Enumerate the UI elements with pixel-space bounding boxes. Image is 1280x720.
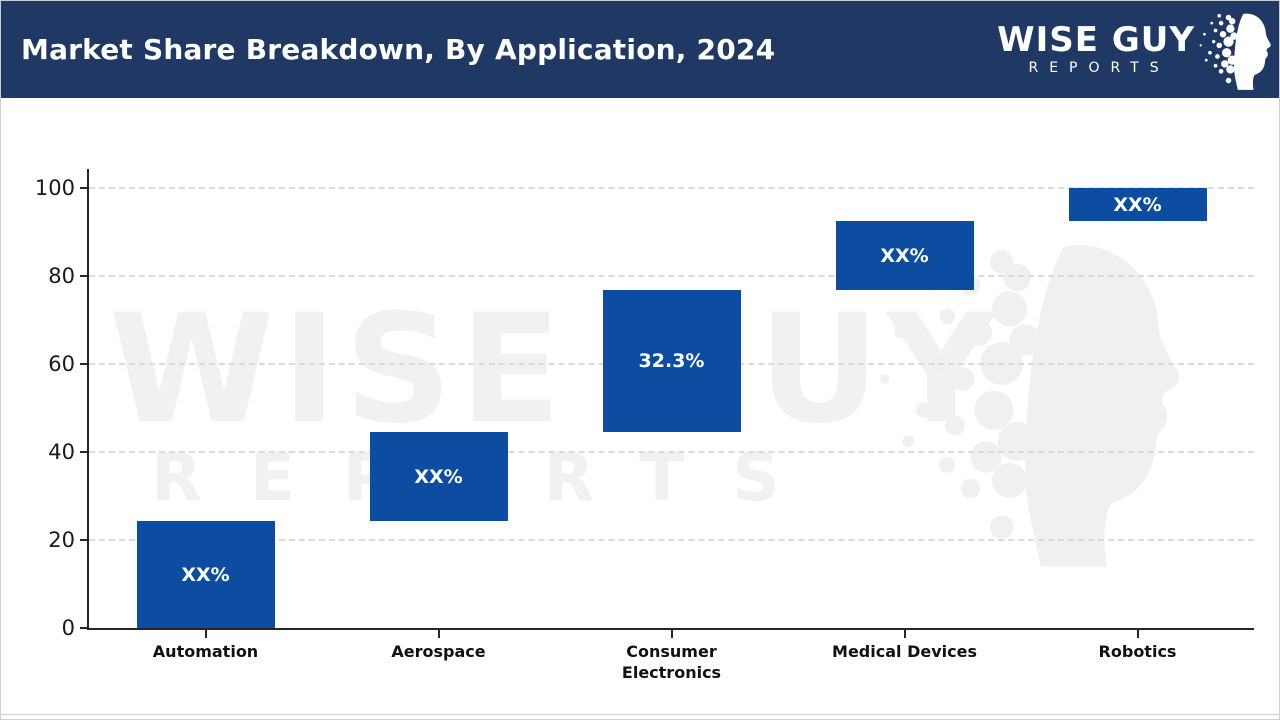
- gridline-80: [89, 275, 1254, 277]
- x-category-label: Automation: [152, 642, 259, 661]
- x-category-label: Aerospace: [391, 642, 486, 661]
- y-tick-label-20: 20: [48, 528, 75, 552]
- brand-head-icon: [1199, 13, 1271, 90]
- y-tick-mark-60: [80, 363, 88, 365]
- x-category-label: Robotics: [1098, 642, 1177, 661]
- brand-subtitle: REPORTS: [1028, 60, 1170, 76]
- x-tick-mark-0: [204, 630, 207, 638]
- bar-medical-devices: XX%: [835, 221, 974, 291]
- bar-value-label: XX%: [1113, 193, 1162, 216]
- y-tick-mark-80: [80, 275, 88, 277]
- x-tick-mark-3: [903, 630, 906, 638]
- brand-logo-text: WISE GUY REPORTS: [997, 23, 1195, 76]
- x-tick-mark-4: [1136, 630, 1139, 638]
- x-category-label: Consumer Electronics: [621, 642, 722, 682]
- brand-name: WISE GUY: [997, 20, 1195, 60]
- bar-automation: XX%: [136, 521, 275, 628]
- y-tick-mark-20: [80, 539, 88, 541]
- bar-aerospace: XX%: [369, 432, 508, 522]
- page-title: Market Share Breakdown, By Application, …: [21, 33, 776, 66]
- gridline-20: [89, 539, 1254, 541]
- y-tick-label-80: 80: [48, 264, 75, 288]
- bar-value-label: XX%: [880, 244, 929, 267]
- footer-divider: [1, 714, 1279, 715]
- y-tick-mark-0: [80, 627, 88, 629]
- gridline-40: [89, 451, 1254, 453]
- gridline-100: [89, 187, 1254, 189]
- y-axis-line: [87, 169, 89, 630]
- bar-value-label: XX%: [414, 465, 463, 488]
- y-tick-mark-40: [80, 451, 88, 453]
- header: Market Share Breakdown, By Application, …: [1, 1, 1279, 98]
- bar-value-label: XX%: [181, 563, 230, 586]
- x-tick-mark-1: [437, 630, 440, 638]
- bar-value-label: 32.3%: [638, 350, 705, 373]
- x-tick-mark-2: [670, 630, 673, 638]
- watermark-brand-text: WISE GUY: [109, 283, 1003, 457]
- bar-consumer-electronics: 32.3%: [602, 290, 741, 433]
- x-axis-line: [87, 628, 1254, 630]
- y-tick-label-100: 100: [34, 176, 75, 200]
- y-tick-label-60: 60: [48, 352, 75, 376]
- x-category-label: Medical Devices: [832, 642, 977, 661]
- y-tick-label-40: 40: [48, 440, 75, 464]
- y-tick-label-0: 0: [61, 616, 75, 640]
- bar-robotics: XX%: [1068, 188, 1207, 221]
- brand-logo: WISE GUY REPORTS: [997, 8, 1273, 92]
- y-tick-mark-100: [80, 187, 88, 189]
